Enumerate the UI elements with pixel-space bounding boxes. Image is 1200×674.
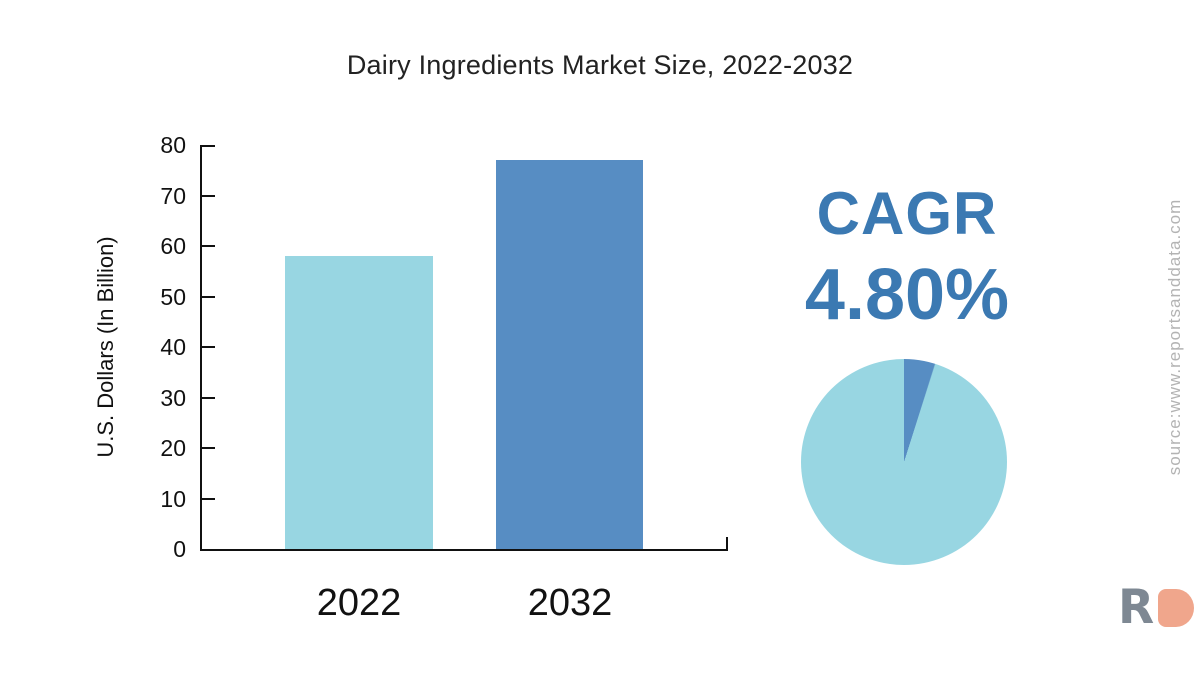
y-axis-tick-label: 70: [160, 182, 186, 209]
y-axis-tick: [202, 447, 215, 449]
bar-plot-area: [200, 145, 728, 551]
y-axis-tick: [202, 194, 215, 197]
y-axis-tick: [202, 145, 215, 147]
y-axis-tick-label: 30: [160, 384, 186, 411]
y-axis-tick-label: 40: [160, 334, 186, 360]
x-axis-end-tick: [726, 537, 728, 549]
cagr-value: 4.80%: [804, 255, 1010, 335]
y-axis-tick-label: 80: [160, 132, 186, 158]
y-axis-tick: [202, 245, 215, 247]
bar-2022: [285, 256, 433, 549]
y-axis-tick: [202, 396, 215, 399]
y-axis-tick-label: 60: [160, 233, 186, 259]
reportsanddata-logo: R: [1118, 580, 1195, 635]
cagr-label: CAGR: [816, 180, 998, 247]
logo-d-mark-icon: [1158, 589, 1195, 627]
x-axis-label-2022: 2022: [316, 582, 402, 624]
chart-title: Dairy Ingredients Market Size, 2022-2032: [346, 50, 854, 80]
y-axis-tick-label: 0: [173, 536, 186, 562]
y-axis-tick: [202, 497, 215, 500]
source-note: source:www.reportsanddata.com: [1165, 198, 1184, 476]
logo-letter-r: R: [1118, 580, 1155, 635]
y-axis-tick-label: 10: [160, 485, 186, 512]
y-axis-tick-label: 50: [160, 283, 186, 310]
y-axis-tick: [202, 346, 215, 348]
y-axis-tick: [202, 295, 215, 298]
y-axis-tick-label: 20: [160, 435, 186, 461]
cagr-block: CAGR 4.80%: [782, 180, 1032, 335]
x-axis-label-2032: 2032: [527, 582, 613, 624]
cagr-pie: [801, 359, 1007, 565]
bar-2032: [496, 160, 643, 549]
